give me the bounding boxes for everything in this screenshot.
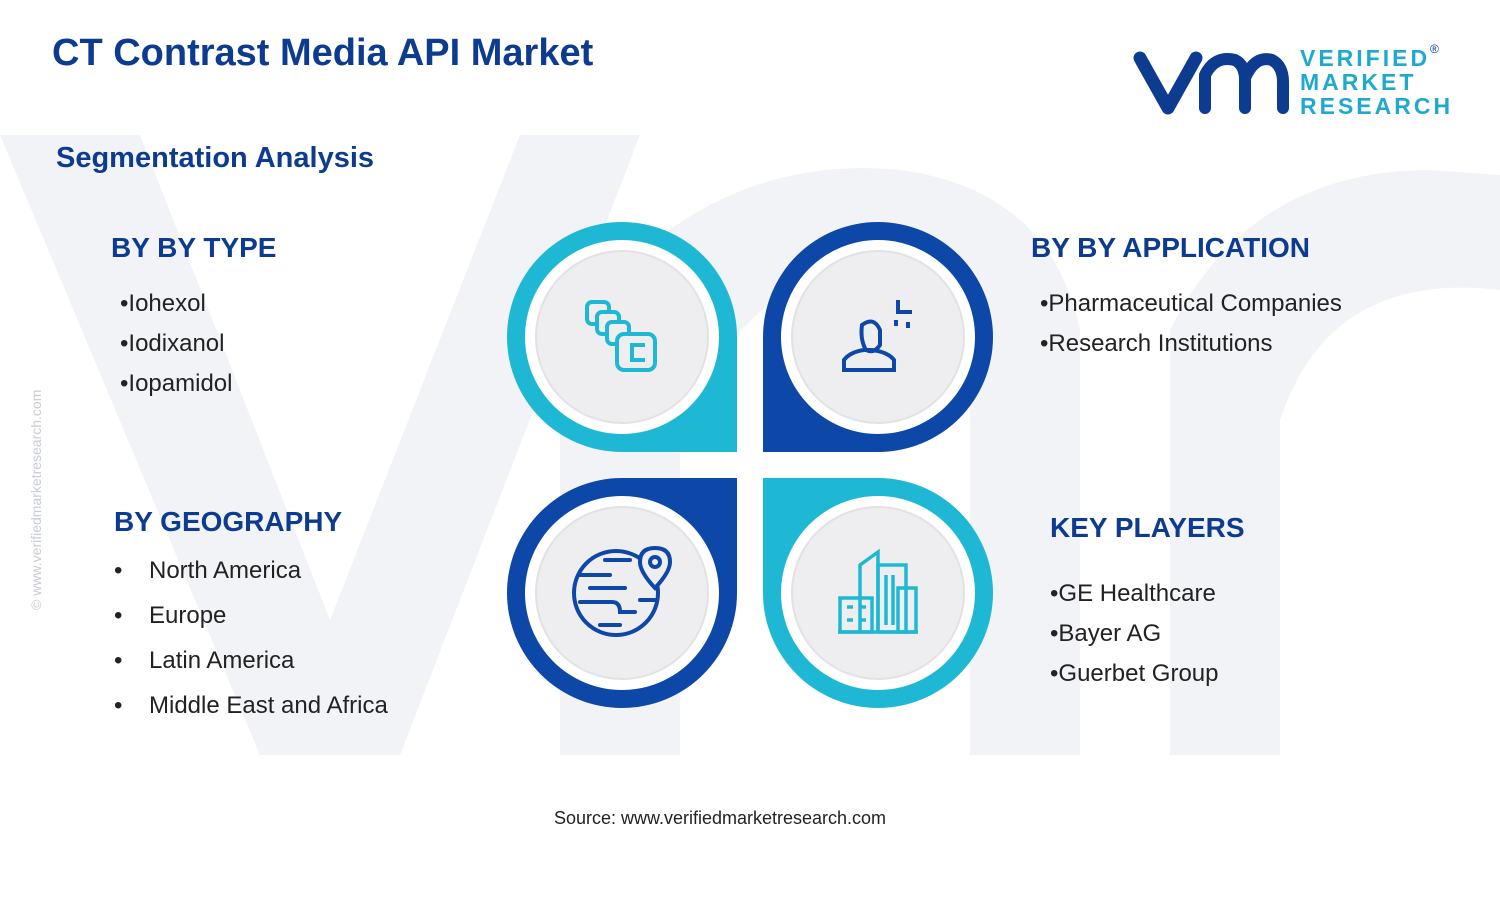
subtitle: Segmentation Analysis xyxy=(56,142,375,174)
segment-item: Iodixanol xyxy=(120,324,276,364)
segment-item: GE Healthcare xyxy=(1050,574,1245,614)
segment-item: Iopamidol xyxy=(120,364,276,404)
segment-item: Bayer AG xyxy=(1050,614,1245,654)
segment-item: North America xyxy=(114,548,388,593)
segment-item: Guerbet Group xyxy=(1050,654,1245,694)
segment-heading: BY GEOGRAPHY xyxy=(114,506,343,537)
logo-mark xyxy=(1133,51,1289,115)
segment: BY GEOGRAPHY North AmericaEuropeLatin Am… xyxy=(114,506,388,728)
segment-list: Pharmaceutical CompaniesResearch Institu… xyxy=(1040,284,1342,364)
segment-list: North AmericaEuropeLatin AmericaMiddle E… xyxy=(114,548,388,728)
logo-line: RESEARCH xyxy=(1300,93,1454,119)
icon-geography xyxy=(572,545,673,637)
segment-item: Pharmaceutical Companies xyxy=(1040,284,1341,324)
segment: KEY PLAYERS GE HealthcareBayer AGGuerbet… xyxy=(1050,512,1245,694)
segment-item: Iohexol xyxy=(120,284,276,324)
logo-line: VERIFIED xyxy=(1300,45,1431,71)
segment-heading: BY BY TYPE xyxy=(111,232,277,263)
segment-heading: BY BY APPLICATION xyxy=(1031,232,1311,263)
source: Source: www.verifiedmarketresearch.com xyxy=(553,808,887,828)
title: CT Contrast Media API Market xyxy=(52,32,594,74)
icon-application xyxy=(842,300,912,372)
segment-list: IohexolIodixanolIopamidol xyxy=(120,284,276,404)
segment: BY BY TYPE IohexolIodixanolIopamidol xyxy=(111,232,276,404)
segment-item: Middle East and Africa xyxy=(114,683,388,728)
logo-text: VERIFIED MARKET RESEARCH xyxy=(1300,46,1453,118)
watermark: © www.verifiedmarketresearch.com xyxy=(28,389,44,610)
segment-item: Latin America xyxy=(114,638,388,683)
segment-heading: KEY PLAYERS xyxy=(1050,512,1245,543)
icon-type xyxy=(585,300,657,372)
segment-item: Research Institutions xyxy=(1040,324,1342,364)
segment-item: Europe xyxy=(114,593,388,638)
registered-mark: ® xyxy=(1430,42,1439,56)
segment-list: GE HealthcareBayer AGGuerbet Group xyxy=(1050,574,1245,694)
logo-line: MARKET xyxy=(1300,69,1417,95)
icon-players xyxy=(838,548,918,634)
segment: BY BY APPLICATION Pharmaceutical Compani… xyxy=(1031,232,1342,364)
